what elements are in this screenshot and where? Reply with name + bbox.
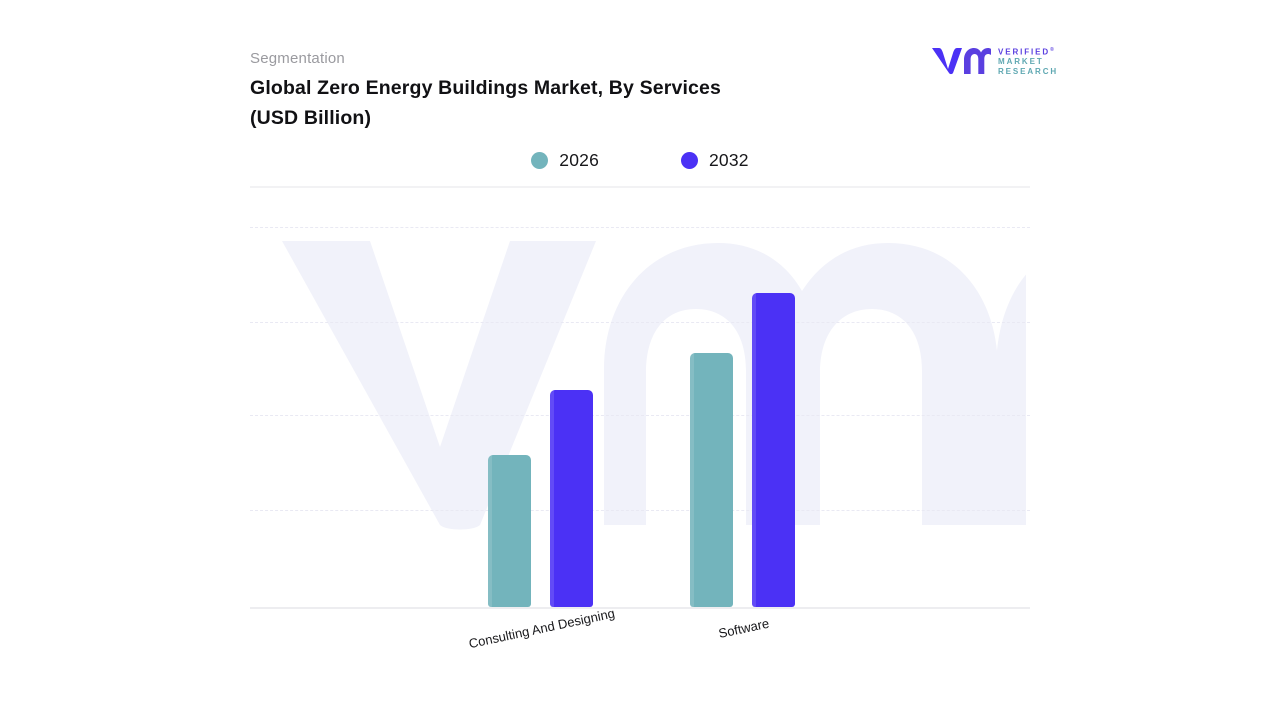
x-axis-labels: Consulting And Designing Software	[250, 606, 1030, 702]
page-title: Global Zero Energy Buildings Market, By …	[250, 74, 910, 133]
legend-item-2026[interactable]: 2026	[531, 150, 599, 171]
page-title-line-2: (USD Billion)	[250, 106, 372, 129]
page-title-line-1: Global Zero Energy Buildings Market, By …	[250, 77, 722, 99]
logo-word-research: RESEARCH	[998, 66, 1059, 76]
vmr-logo-wordmark: VERIFIED® MARKET RESEARCH	[998, 46, 1058, 76]
logo-registered-icon: ®	[1050, 47, 1056, 53]
gridline-3	[250, 322, 1030, 323]
gridline-2	[250, 415, 1030, 416]
legend-item-2032[interactable]: 2032	[681, 150, 749, 171]
x-axis-line	[250, 607, 1030, 609]
bar-2026-software[interactable]	[689, 353, 733, 607]
chart-legend: 2026 2032	[250, 150, 1030, 171]
bar-2032-consulting-and-designing[interactable]	[549, 390, 593, 607]
plot-area	[250, 187, 1030, 609]
vmr-logo: VERIFIED® MARKET RESEARCH	[930, 44, 1065, 78]
legend-label: 2026	[559, 150, 599, 170]
bar-group-container	[250, 187, 1030, 608]
x-axis-label-software: Software	[717, 615, 771, 641]
gridline-4	[250, 227, 1030, 228]
bar-2026-consulting-and-designing[interactable]	[487, 455, 531, 607]
logo-word-verified: VERIFIED®	[998, 47, 1056, 57]
legend-swatch-icon	[681, 152, 698, 169]
legend-divider	[250, 186, 1030, 188]
gridline-1	[250, 510, 1030, 511]
segmentation-eyebrow: Segmentation	[250, 50, 345, 67]
x-axis-label-consulting-and-designing: Consulting And Designing	[467, 605, 617, 652]
legend-label: 2032	[709, 150, 749, 170]
bar-2032-software[interactable]	[751, 292, 795, 608]
legend-swatch-icon	[531, 152, 549, 169]
vmr-logo-mark-icon	[932, 48, 991, 75]
logo-word-market: MARKET	[998, 57, 1044, 67]
